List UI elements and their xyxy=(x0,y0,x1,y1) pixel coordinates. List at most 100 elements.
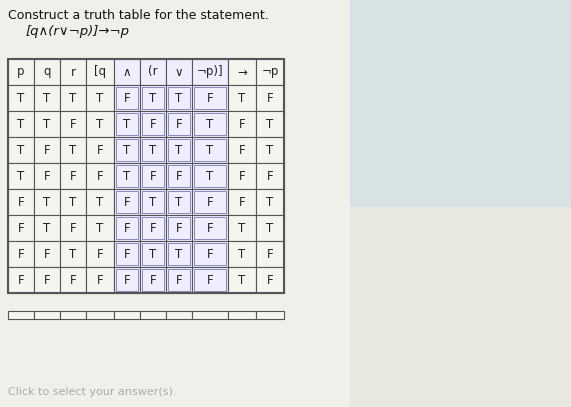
Bar xyxy=(228,189,256,215)
Bar xyxy=(86,311,114,319)
Bar xyxy=(8,241,34,267)
Text: F: F xyxy=(124,221,130,234)
Bar xyxy=(8,85,34,111)
Bar xyxy=(166,85,192,111)
Text: T: T xyxy=(267,118,274,131)
Bar xyxy=(192,241,228,267)
Bar xyxy=(256,137,284,163)
Bar xyxy=(192,163,228,189)
Bar xyxy=(192,137,228,163)
Bar xyxy=(256,59,284,85)
Bar xyxy=(256,215,284,241)
Text: F: F xyxy=(70,274,77,287)
Text: T: T xyxy=(238,221,246,234)
Bar xyxy=(228,241,256,267)
Bar xyxy=(194,217,226,239)
Bar xyxy=(228,111,256,137)
Bar xyxy=(140,241,166,267)
Bar xyxy=(192,59,228,85)
Bar xyxy=(34,59,60,85)
Bar xyxy=(194,269,226,291)
Text: (r: (r xyxy=(148,66,158,79)
Bar xyxy=(114,189,140,215)
Text: F: F xyxy=(44,247,50,260)
Text: F: F xyxy=(70,118,77,131)
Bar xyxy=(194,191,226,213)
Bar xyxy=(8,59,34,85)
Text: T: T xyxy=(43,195,51,208)
Text: F: F xyxy=(150,118,156,131)
Bar xyxy=(168,243,190,265)
Bar xyxy=(256,189,284,215)
Bar xyxy=(256,111,284,137)
Bar xyxy=(86,111,114,137)
Text: F: F xyxy=(124,274,130,287)
Bar xyxy=(60,111,86,137)
Text: F: F xyxy=(267,92,274,105)
Bar xyxy=(228,137,256,163)
Text: F: F xyxy=(150,169,156,182)
Text: T: T xyxy=(96,221,103,234)
Bar xyxy=(142,87,164,109)
Text: T: T xyxy=(267,221,274,234)
Bar xyxy=(140,137,166,163)
Bar xyxy=(140,111,166,137)
Bar xyxy=(166,215,192,241)
Bar xyxy=(194,243,226,265)
Text: T: T xyxy=(206,144,214,157)
Bar xyxy=(86,215,114,241)
Text: r: r xyxy=(70,66,75,79)
Text: T: T xyxy=(17,144,25,157)
Bar xyxy=(140,267,166,293)
Bar xyxy=(194,139,226,161)
Bar xyxy=(194,87,226,109)
Bar xyxy=(34,215,60,241)
Text: F: F xyxy=(18,247,25,260)
Bar xyxy=(166,163,192,189)
Bar xyxy=(114,85,140,111)
Text: [q: [q xyxy=(94,66,106,79)
Text: F: F xyxy=(124,247,130,260)
Text: T: T xyxy=(150,195,156,208)
Bar xyxy=(140,189,166,215)
Text: T: T xyxy=(150,144,156,157)
Text: T: T xyxy=(96,195,103,208)
Bar xyxy=(168,191,190,213)
Text: T: T xyxy=(96,118,103,131)
Text: T: T xyxy=(69,195,77,208)
Text: T: T xyxy=(175,144,183,157)
Text: T: T xyxy=(238,247,246,260)
Bar xyxy=(228,215,256,241)
Bar xyxy=(8,137,34,163)
Text: T: T xyxy=(69,92,77,105)
Bar xyxy=(114,163,140,189)
Bar xyxy=(34,267,60,293)
Bar xyxy=(60,241,86,267)
Text: T: T xyxy=(43,92,51,105)
Bar xyxy=(60,137,86,163)
Text: F: F xyxy=(207,221,214,234)
Text: T: T xyxy=(17,118,25,131)
Bar xyxy=(256,311,284,319)
Bar xyxy=(228,311,256,319)
Bar xyxy=(194,165,226,187)
Bar xyxy=(256,85,284,111)
Bar xyxy=(256,267,284,293)
Bar xyxy=(86,163,114,189)
Text: Construct a truth table for the statement.: Construct a truth table for the statemen… xyxy=(8,9,269,22)
Text: T: T xyxy=(96,92,103,105)
Bar xyxy=(86,189,114,215)
Text: F: F xyxy=(96,247,103,260)
Text: T: T xyxy=(206,118,214,131)
Text: F: F xyxy=(207,195,214,208)
Text: F: F xyxy=(70,169,77,182)
Bar xyxy=(166,311,192,319)
Bar xyxy=(166,137,192,163)
Text: T: T xyxy=(206,169,214,182)
Bar xyxy=(166,241,192,267)
Bar xyxy=(192,311,228,319)
Bar xyxy=(116,139,138,161)
Bar xyxy=(8,59,284,293)
Text: [q∧(r∨¬p)]→¬p: [q∧(r∨¬p)]→¬p xyxy=(25,25,129,38)
Bar xyxy=(60,189,86,215)
